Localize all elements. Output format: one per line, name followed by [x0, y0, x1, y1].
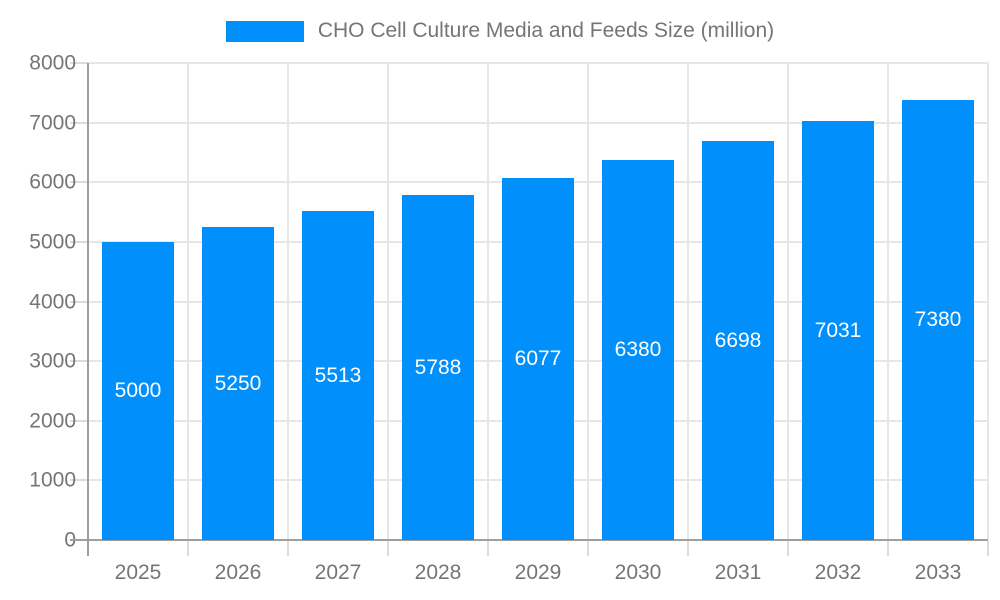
bar: 6077	[502, 177, 574, 540]
x-grid-line	[787, 63, 789, 540]
x-tick-label: 2025	[114, 561, 162, 584]
x-tick-mark	[687, 541, 689, 556]
x-tick-mark	[187, 541, 189, 556]
legend-swatch	[225, 20, 304, 42]
legend-label: CHO Cell Culture Media and Feeds Size (m…	[317, 19, 775, 42]
y-tick-mark	[70, 300, 88, 303]
y-tick-label: 6000	[29, 170, 76, 194]
bar: 5513	[302, 211, 374, 540]
x-grid-line	[287, 63, 289, 540]
y-tick-mark	[70, 121, 88, 124]
y-tick-mark	[70, 479, 88, 482]
y-tick-mark	[70, 419, 88, 422]
bar-value-label: 7380	[914, 308, 962, 332]
bar: 7031	[802, 120, 874, 540]
x-grid-line	[687, 63, 689, 540]
bar: 6380	[602, 159, 674, 540]
y-tick-label: 3000	[29, 349, 76, 373]
y-tick-mark	[70, 62, 88, 64]
x-tick-label: 2030	[614, 561, 662, 584]
legend: CHO Cell Culture Media and Feeds Size (m…	[0, 19, 1000, 43]
x-tick-mark	[587, 541, 589, 556]
bar: 5788	[402, 194, 474, 540]
bar: 7380	[902, 99, 974, 540]
y-grid-line	[88, 121, 988, 124]
y-tick-label: 1000	[29, 468, 76, 492]
y-tick-label: 8000	[29, 51, 76, 75]
x-tick-mark	[287, 541, 289, 556]
bar-value-label: 6698	[714, 328, 762, 352]
y-tick-label: 2000	[29, 409, 76, 433]
y-tick-label: 7000	[29, 111, 76, 135]
x-tick-label: 2032	[814, 561, 862, 584]
x-grid-line	[187, 63, 189, 540]
y-axis-line	[87, 63, 89, 556]
x-tick-label: 2026	[214, 561, 262, 584]
y-tick-mark	[70, 240, 88, 243]
y-tick-mark	[70, 181, 88, 184]
bar-value-label: 5513	[314, 364, 362, 388]
x-axis-line	[70, 539, 988, 541]
y-tick-label: 4000	[29, 290, 76, 313]
y-grid-line	[88, 62, 988, 64]
bar-value-label: 5250	[214, 371, 262, 395]
x-tick-mark	[487, 541, 489, 556]
x-tick-mark	[887, 541, 889, 556]
x-grid-line	[887, 63, 889, 540]
x-tick-label: 2027	[314, 561, 362, 584]
y-tick-label: 0	[0, 530, 76, 551]
x-tick-mark	[787, 541, 789, 556]
x-tick-label: 2029	[514, 561, 562, 584]
bar: 5250	[202, 226, 274, 540]
x-tick-label: 2033	[914, 561, 962, 584]
y-tick-mark	[70, 360, 88, 363]
bar-value-label: 5788	[414, 355, 462, 379]
x-grid-line	[987, 63, 989, 540]
bar-value-label: 6380	[614, 338, 662, 362]
x-grid-line	[587, 63, 589, 540]
x-tick-mark	[387, 541, 389, 556]
x-tick-label: 2028	[414, 561, 462, 584]
x-grid-line	[387, 63, 389, 540]
x-tick-label: 2031	[714, 561, 762, 584]
x-tick-mark	[987, 541, 989, 556]
bar: 5000	[102, 241, 174, 540]
bar: 6698	[702, 140, 774, 540]
y-tick-label: 5000	[29, 230, 76, 254]
x-grid-line	[487, 63, 489, 540]
bar-value-label: 5000	[114, 379, 162, 403]
bar-value-label: 7031	[814, 318, 862, 342]
bar-value-label: 6077	[514, 347, 562, 371]
